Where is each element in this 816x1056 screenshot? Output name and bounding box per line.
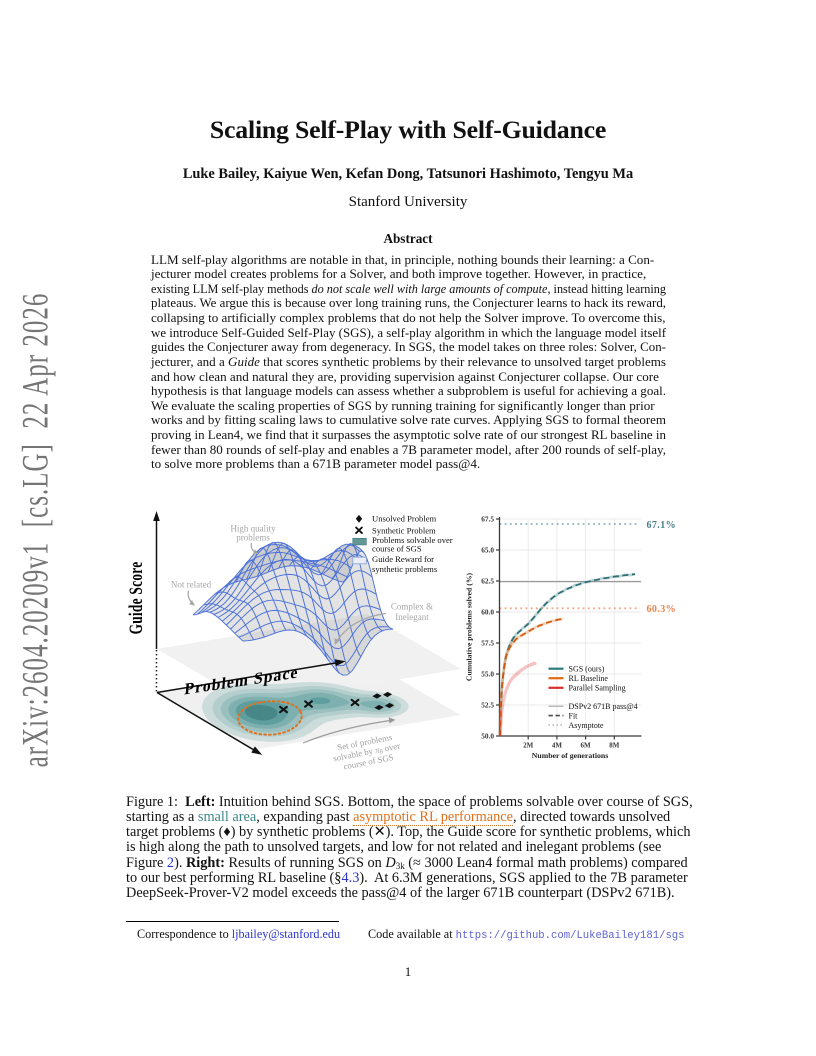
- svg-text:55.0: 55.0: [481, 670, 494, 679]
- svg-text:Cumulative problems solved (%): Cumulative problems solved (%): [465, 572, 474, 681]
- svg-text:course of SGS: course of SGS: [372, 543, 422, 553]
- svg-text:2M: 2M: [523, 742, 534, 750]
- svg-text:60.3%: 60.3%: [647, 604, 677, 615]
- svg-text:Guide Score: Guide Score: [127, 562, 147, 635]
- svg-text:High quality: High quality: [230, 524, 276, 534]
- svg-text:57.5: 57.5: [481, 639, 494, 648]
- svg-text:DSPv2 671B pass@4: DSPv2 671B pass@4: [569, 702, 638, 711]
- svg-text:4M: 4M: [552, 742, 563, 750]
- svg-text:SGS (ours): SGS (ours): [569, 665, 605, 674]
- svg-text:67.1%: 67.1%: [647, 520, 677, 531]
- svg-text:Fit: Fit: [569, 712, 579, 721]
- svg-text:RL Baseline: RL Baseline: [569, 674, 609, 683]
- svg-text:65.0: 65.0: [481, 546, 494, 555]
- svg-text:Guide Reward for: Guide Reward for: [372, 554, 434, 564]
- svg-text:Not related: Not related: [171, 580, 212, 590]
- svg-text:62.5: 62.5: [481, 577, 494, 586]
- svg-text:problems: problems: [236, 533, 270, 543]
- svg-text:50.0: 50.0: [481, 732, 494, 741]
- svg-text:Complex &: Complex &: [391, 602, 433, 612]
- svg-text:Asymptote: Asymptote: [569, 721, 605, 730]
- svg-text:60.0: 60.0: [481, 608, 494, 617]
- svg-text:Number of generations: Number of generations: [532, 751, 609, 760]
- svg-text:52.5: 52.5: [481, 701, 494, 710]
- svg-text:synthetic problems: synthetic problems: [372, 564, 438, 574]
- svg-text:8M: 8M: [609, 742, 620, 750]
- svg-text:Synthetic Problem: Synthetic Problem: [372, 525, 436, 535]
- svg-text:Problems solvable over: Problems solvable over: [372, 535, 453, 545]
- svg-text:67.5: 67.5: [481, 515, 494, 524]
- svg-text:Parallel Sampling: Parallel Sampling: [569, 684, 626, 693]
- svg-text:Inelegant: Inelegant: [395, 612, 429, 622]
- svg-text:Unsolved Problem: Unsolved Problem: [372, 514, 437, 524]
- svg-text:6M: 6M: [581, 742, 592, 750]
